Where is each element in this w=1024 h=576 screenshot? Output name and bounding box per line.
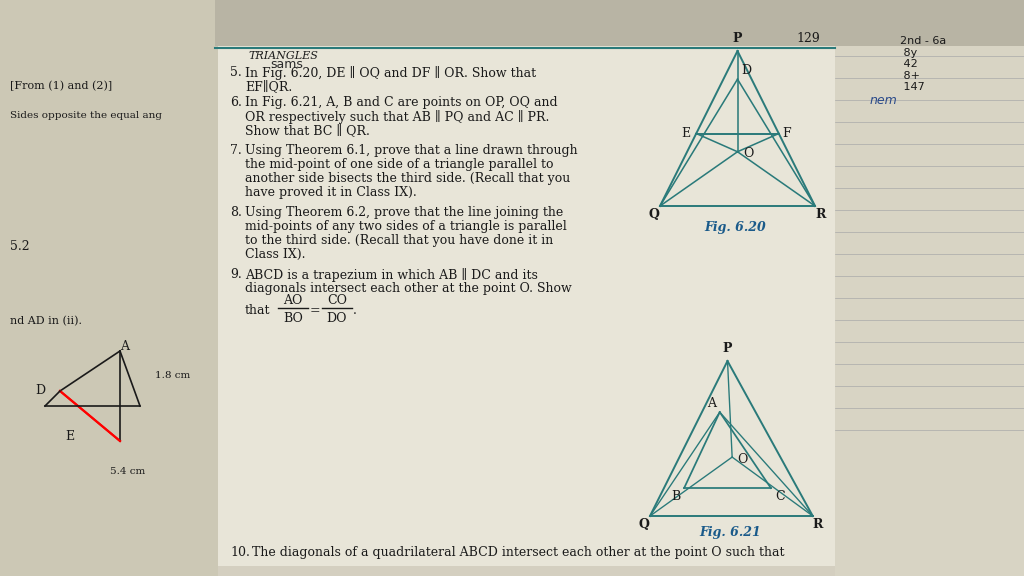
Text: A: A	[707, 397, 716, 410]
Text: .: .	[353, 305, 357, 317]
Text: EF∥QR.: EF∥QR.	[245, 80, 292, 93]
Text: have proved it in Class IX).: have proved it in Class IX).	[245, 186, 417, 199]
Text: R: R	[816, 208, 826, 221]
Text: In Fig. 6.20, DE ∥ OQ and DF ∥ OR. Show that: In Fig. 6.20, DE ∥ OQ and DF ∥ OR. Show …	[245, 66, 537, 80]
Text: In Fig. 6.21, A, B and C are points on OP, OQ and: In Fig. 6.21, A, B and C are points on O…	[245, 96, 558, 109]
Text: Using Theorem 6.1, prove that a line drawn through: Using Theorem 6.1, prove that a line dra…	[245, 144, 578, 157]
Text: Show that BC ∥ QR.: Show that BC ∥ QR.	[245, 124, 370, 137]
Text: B: B	[671, 490, 680, 503]
Text: CO: CO	[327, 294, 347, 308]
Text: 7.: 7.	[230, 144, 242, 157]
Text: 129: 129	[797, 32, 820, 44]
Text: A: A	[121, 339, 129, 353]
Text: mid-points of any two sides of a triangle is parallel: mid-points of any two sides of a triangl…	[245, 220, 566, 233]
Text: F: F	[782, 127, 792, 140]
Text: Sides opposite the equal ang: Sides opposite the equal ang	[10, 112, 162, 120]
Text: 8.: 8.	[230, 206, 242, 219]
Text: Fig. 6.20: Fig. 6.20	[705, 221, 766, 234]
Text: sams: sams	[270, 58, 303, 70]
Text: DO: DO	[327, 313, 347, 325]
Text: Q: Q	[639, 518, 649, 531]
Text: C: C	[775, 490, 784, 503]
Text: E: E	[66, 430, 75, 442]
Text: [From (1) and (2)]: [From (1) and (2)]	[10, 81, 113, 91]
FancyBboxPatch shape	[215, 0, 1024, 46]
Text: 9.: 9.	[230, 268, 242, 281]
Text: AO: AO	[284, 294, 303, 308]
FancyBboxPatch shape	[835, 0, 1024, 576]
Text: 2nd - 6a
 8y
 42
 8+
 147: 2nd - 6a 8y 42 8+ 147	[900, 36, 946, 92]
Text: Q: Q	[648, 208, 659, 221]
Text: diagonals intersect each other at the point O. Show: diagonals intersect each other at the po…	[245, 282, 571, 295]
Text: 6.: 6.	[230, 96, 242, 109]
Text: O: O	[737, 453, 748, 465]
Text: another side bisects the third side. (Recall that you: another side bisects the third side. (Re…	[245, 172, 570, 185]
Text: BO: BO	[283, 313, 303, 325]
Text: Using Theorem 6.2, prove that the line joining the: Using Theorem 6.2, prove that the line j…	[245, 206, 563, 219]
Text: D: D	[741, 64, 752, 77]
Text: that: that	[245, 305, 270, 317]
FancyBboxPatch shape	[0, 0, 218, 576]
Text: nem: nem	[870, 94, 898, 108]
Text: Class IX).: Class IX).	[245, 248, 305, 261]
Text: ABCD is a trapezium in which AB ∥ DC and its: ABCD is a trapezium in which AB ∥ DC and…	[245, 268, 538, 282]
Text: 5.4 cm: 5.4 cm	[110, 467, 145, 476]
Text: E: E	[681, 127, 690, 140]
Text: TRIANGLES: TRIANGLES	[248, 51, 317, 61]
Text: R: R	[813, 518, 823, 531]
FancyBboxPatch shape	[215, 11, 835, 566]
Text: to the third side. (Recall that you have done it in: to the third side. (Recall that you have…	[245, 234, 553, 247]
Text: 1.8 cm: 1.8 cm	[155, 372, 190, 381]
Text: =: =	[309, 305, 321, 317]
Text: Fig. 6.21: Fig. 6.21	[699, 526, 761, 539]
Text: P: P	[733, 32, 742, 45]
Text: D: D	[35, 385, 45, 397]
Text: 5.: 5.	[230, 66, 242, 79]
Text: 5.2: 5.2	[10, 240, 30, 252]
Text: nd AD in (ii).: nd AD in (ii).	[10, 316, 82, 326]
Text: OR respectively such that AB ∥ PQ and AC ∥ PR.: OR respectively such that AB ∥ PQ and AC…	[245, 110, 549, 124]
Text: The diagonals of a quadrilateral ABCD intersect each other at the point O such t: The diagonals of a quadrilateral ABCD in…	[252, 546, 784, 559]
Text: the mid-point of one side of a triangle parallel to: the mid-point of one side of a triangle …	[245, 158, 554, 171]
Text: O: O	[743, 147, 754, 160]
Text: P: P	[723, 342, 732, 355]
Text: 10.: 10.	[230, 546, 250, 559]
